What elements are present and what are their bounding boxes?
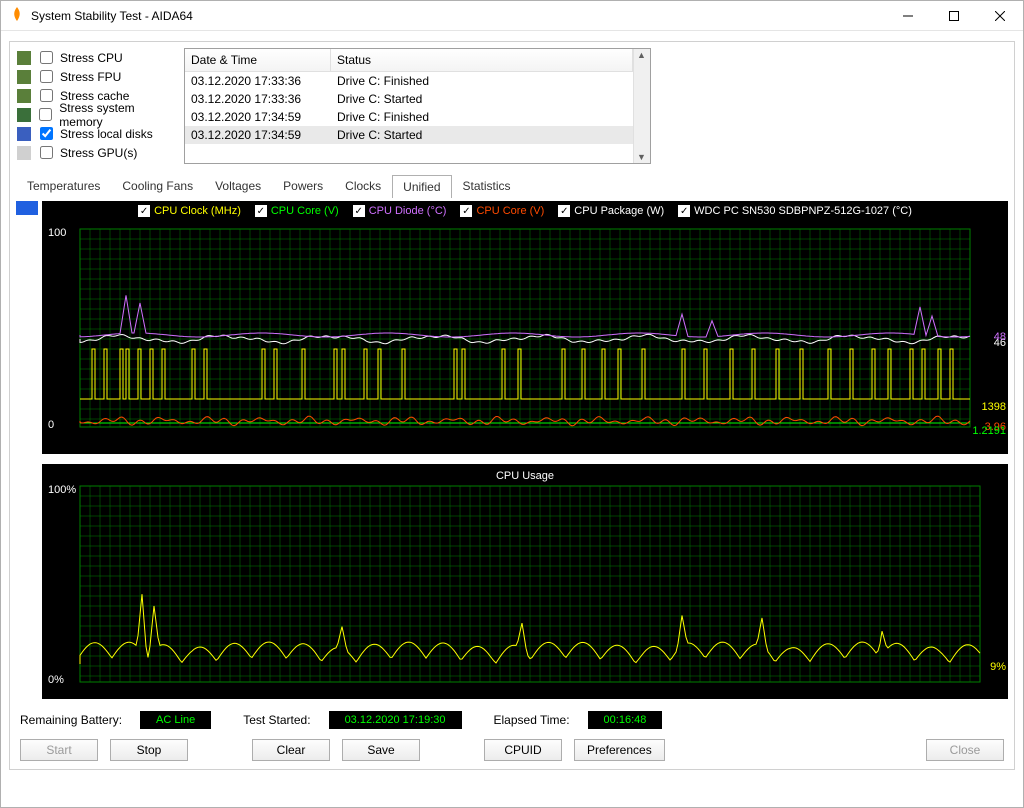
battery-label: Remaining Battery: — [20, 713, 122, 727]
window-title: System Stability Test - AIDA64 — [31, 9, 193, 23]
stress-option: Stress FPU — [16, 67, 176, 86]
chart-title: CPU Usage — [42, 470, 1008, 482]
app-icon — [9, 6, 25, 25]
series-color-strip[interactable] — [16, 201, 38, 699]
stress-checkbox[interactable] — [40, 51, 53, 64]
cpu-usage-chart: CPU Usage100%0%9% — [42, 464, 1008, 699]
stress-option: Stress system memory — [16, 105, 176, 124]
stress-label: Stress GPU(s) — [60, 146, 137, 160]
stress-label: Stress local disks — [60, 127, 153, 141]
tab-temperatures[interactable]: Temperatures — [16, 174, 111, 197]
elapsed-value: 00:16:48 — [588, 711, 663, 729]
stress-checkbox[interactable] — [40, 146, 53, 159]
log-header-status[interactable]: Status — [331, 49, 633, 71]
stress-label: Stress CPU — [60, 51, 123, 65]
tab-voltages[interactable]: Voltages — [204, 174, 272, 197]
battery-value: AC Line — [140, 711, 211, 729]
tab-powers[interactable]: Powers — [272, 174, 334, 197]
stress-checkbox[interactable] — [40, 127, 53, 140]
legend-item[interactable]: ✓CPU Package (W) — [558, 205, 664, 217]
stress-option: Stress local disks — [16, 124, 176, 143]
gpu-icon — [16, 145, 32, 161]
log-row[interactable]: 03.12.2020 17:33:36Drive C: Started — [185, 90, 633, 108]
legend-item[interactable]: ✓CPU Core (V) — [255, 205, 339, 217]
log-row[interactable]: 03.12.2020 17:33:36Drive C: Finished — [185, 72, 633, 90]
clear-button[interactable]: Clear — [252, 739, 330, 761]
start-button[interactable]: Start — [20, 739, 98, 761]
close-button[interactable] — [977, 1, 1023, 31]
save-button[interactable]: Save — [342, 739, 420, 761]
legend-item[interactable]: ✓CPU Diode (°C) — [353, 205, 447, 217]
stress-checkbox[interactable] — [40, 89, 53, 102]
legend-item[interactable]: ✓CPU Core (V) — [460, 205, 544, 217]
minimize-button[interactable] — [885, 1, 931, 31]
stress-label: Stress FPU — [60, 70, 121, 84]
close-panel-button[interactable]: Close — [926, 739, 1004, 761]
stress-checkbox[interactable] — [40, 70, 53, 83]
stop-button[interactable]: Stop — [110, 739, 188, 761]
stress-option: Stress CPU — [16, 48, 176, 67]
preferences-button[interactable]: Preferences — [574, 739, 665, 761]
cpuid-button[interactable]: CPUID — [484, 739, 562, 761]
cpu-icon — [16, 50, 32, 66]
legend-item[interactable]: ✓CPU Clock (MHz) — [138, 205, 241, 217]
fpu-icon — [16, 69, 32, 85]
tab-unified[interactable]: Unified — [392, 175, 451, 198]
mem-icon — [16, 107, 31, 123]
title-bar: System Stability Test - AIDA64 — [1, 1, 1023, 31]
log-header-datetime[interactable]: Date & Time — [185, 49, 331, 71]
status-row: Remaining Battery: AC Line Test Started:… — [16, 711, 1008, 729]
log-table: Date & Time Status 03.12.2020 17:33:36Dr… — [184, 48, 651, 164]
maximize-button[interactable] — [931, 1, 977, 31]
stress-checkbox[interactable] — [39, 108, 52, 121]
started-value: 03.12.2020 17:19:30 — [329, 711, 462, 729]
tab-bar: TemperaturesCooling FansVoltagesPowersCl… — [16, 174, 1008, 197]
log-row[interactable]: 03.12.2020 17:34:59Drive C: Started — [185, 126, 633, 144]
unified-chart: ✓CPU Clock (MHz) ✓CPU Core (V) ✓CPU Diode … — [42, 201, 1008, 454]
stress-options: Stress CPU Stress FPU Stress cache Stres… — [16, 48, 176, 164]
log-row[interactable]: 03.12.2020 17:34:59Drive C: Finished — [185, 108, 633, 126]
chart-legend: ✓CPU Clock (MHz) ✓CPU Core (V) ✓CPU Diode … — [42, 205, 1008, 217]
tab-cooling-fans[interactable]: Cooling Fans — [111, 174, 204, 197]
tab-clocks[interactable]: Clocks — [334, 174, 392, 197]
log-scrollbar[interactable] — [633, 49, 650, 163]
disk-icon — [16, 126, 32, 142]
legend-item[interactable]: ✓WDC PC SN530 SDBPNPZ-512G-1027 (°C) — [678, 205, 912, 217]
main-panel: Stress CPU Stress FPU Stress cache Stres… — [9, 41, 1015, 770]
tab-statistics[interactable]: Statistics — [452, 174, 522, 197]
cache-icon — [16, 88, 32, 104]
stress-label: Stress system memory — [59, 101, 176, 129]
started-label: Test Started: — [243, 713, 310, 727]
elapsed-label: Elapsed Time: — [494, 713, 570, 727]
stress-option: Stress GPU(s) — [16, 143, 176, 162]
